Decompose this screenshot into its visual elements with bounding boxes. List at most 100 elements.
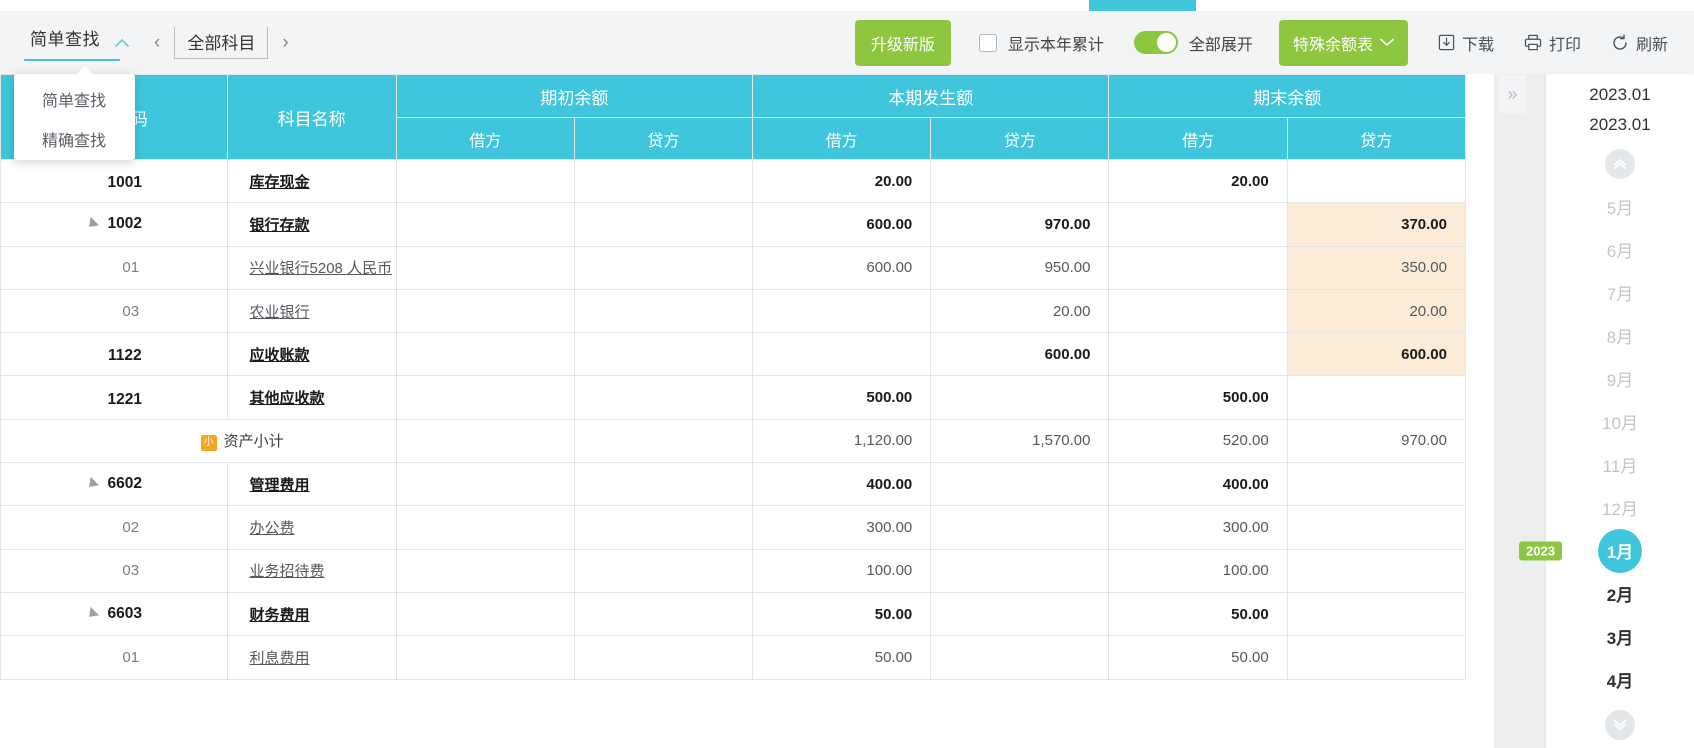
cell-current-debit: 100.00	[752, 548, 932, 593]
th-closing-credit: 贷方	[1286, 117, 1466, 160]
toolbar: 简单查找 ‹ 全部科目 › 升级新版 显示本年累计 全部展开	[0, 11, 1694, 74]
cell-closing-debit: 20.00	[1108, 158, 1288, 204]
cell-current-credit: 970.00	[930, 202, 1110, 247]
month-item-1月[interactable]: 2023 1月	[1519, 528, 1694, 573]
show-ytd-checkbox[interactable]	[978, 33, 997, 52]
cell-account-name: 利息费用	[226, 635, 397, 680]
download-icon	[1438, 34, 1455, 51]
cell-opening-credit	[573, 462, 754, 507]
dropdown-item-simple[interactable]: 简单查找	[42, 93, 107, 110]
cell-opening-credit	[573, 591, 754, 637]
find-mode-label: 简单查找	[30, 29, 100, 49]
month-item-3月[interactable]: 3月	[1606, 629, 1634, 648]
month-item-2月[interactable]: 2月	[1606, 586, 1634, 605]
expand-all-toggle[interactable]	[1133, 31, 1178, 54]
refresh-icon	[1611, 34, 1629, 52]
account-name-link[interactable]: 银行存款	[249, 216, 310, 234]
month-item-8月[interactable]: 8月	[1606, 328, 1634, 347]
download-button[interactable]: 下载	[1438, 31, 1494, 55]
th-closing-debit: 借方	[1108, 117, 1288, 160]
period-rail-panel: 2023.01 2023.01 5月 6月 7月 8月 9月 10月 11月 12月 2023 1月 2…	[1519, 74, 1694, 748]
chevron-left-icon[interactable]: ‹	[154, 31, 161, 53]
account-name-link[interactable]: 库存现金	[249, 173, 310, 191]
table-row: 1122 应收账款 600.00 600.00	[0, 332, 1466, 377]
subtotal-label: 资产小计	[223, 433, 284, 451]
account-code-text: 03	[122, 302, 140, 320]
month-item-7月[interactable]: 7月	[1606, 285, 1634, 304]
account-name-link[interactable]: 应收账款	[249, 346, 310, 364]
cell-account-code: 1002	[0, 202, 228, 247]
period-year-item-1[interactable]: 2023.01	[1589, 115, 1651, 134]
cell-current-credit	[930, 548, 1110, 593]
chevrons-up-icon[interactable]	[1605, 149, 1635, 179]
account-code-text: 01	[122, 648, 140, 666]
account-name-link[interactable]: 农业银行	[249, 303, 310, 321]
cell-current-credit: 1,570.00	[930, 418, 1110, 464]
subtotal-label-cell: 小资产小计	[0, 418, 397, 464]
table-row: 1221 其他应收款 500.00 500.00	[0, 375, 1466, 420]
cell-account-name: 库存现金	[226, 158, 397, 204]
expand-all-toggle-group[interactable]: 全部展开	[1133, 31, 1253, 55]
month-item-5月[interactable]: 5月	[1606, 199, 1634, 218]
code-wrapper: 1002	[84, 215, 142, 233]
cell-current-debit: 50.00	[752, 635, 932, 680]
chevron-right-icon[interactable]: ›	[282, 31, 289, 53]
cell-opening-debit	[395, 202, 575, 247]
subject-nav: ‹ 全部科目 ›	[150, 26, 293, 59]
chevrons-down-icon[interactable]	[1605, 710, 1635, 740]
account-name-link[interactable]: 其他应收款	[249, 390, 325, 408]
collapse-triangle-icon[interactable]	[84, 217, 99, 232]
account-name-link[interactable]: 兴业银行5208 人民币	[249, 260, 393, 278]
cell-closing-debit: 520.00	[1108, 418, 1288, 464]
upgrade-button[interactable]: 升级新版	[854, 19, 951, 66]
account-code-text: 1221	[107, 390, 142, 408]
account-code-text: 01	[122, 259, 140, 277]
cell-closing-credit	[1286, 462, 1466, 507]
account-name-link[interactable]: 管理费用	[249, 476, 310, 494]
month-item-12月[interactable]: 12月	[1602, 500, 1638, 519]
month-label: 1月	[1606, 543, 1634, 562]
table-head-row-2: 借方 贷方 借方 贷方 借方 贷方	[1, 117, 1466, 160]
month-active-circle	[1598, 528, 1642, 573]
cell-opening-credit	[573, 375, 754, 420]
month-item-10月[interactable]: 10月	[1602, 414, 1638, 433]
month-item-4月[interactable]: 4月	[1606, 672, 1634, 691]
month-item-6月[interactable]: 6月	[1606, 242, 1634, 261]
cell-opening-debit	[395, 635, 575, 680]
print-button[interactable]: 打印	[1524, 31, 1581, 55]
show-ytd-checkbox-group[interactable]: 显示本年累计	[978, 31, 1104, 55]
cell-account-name: 银行存款	[226, 202, 397, 247]
chevron-double-right-icon[interactable]: »	[1499, 75, 1526, 113]
cell-current-credit	[930, 462, 1110, 507]
cell-closing-debit	[1108, 288, 1288, 334]
account-code-text: 1001	[107, 174, 142, 192]
month-item-11月[interactable]: 11月	[1602, 457, 1638, 476]
table-row: 02 办公费 300.00 300.00	[0, 505, 1466, 550]
toolbar-left-group: 简单查找 ‹ 全部科目 ›	[0, 25, 293, 61]
account-name-link[interactable]: 财务费用	[249, 606, 310, 624]
month-item-9月[interactable]: 9月	[1606, 371, 1634, 390]
dropdown-item-exact[interactable]: 精确查找	[42, 133, 107, 150]
account-name-link[interactable]: 业务招待费	[249, 563, 325, 581]
cell-current-credit	[930, 505, 1110, 550]
cell-account-code: 01	[0, 635, 228, 680]
collapse-triangle-icon[interactable]	[84, 607, 99, 622]
cell-closing-credit: 20.00	[1286, 288, 1466, 334]
subject-selector[interactable]: 全部科目	[174, 26, 269, 59]
th-opening-balance: 期初余额	[395, 74, 754, 118]
cell-account-code: 03	[0, 548, 228, 593]
cell-closing-debit: 500.00	[1108, 375, 1288, 420]
cell-closing-credit	[1286, 158, 1466, 204]
cell-closing-debit: 300.00	[1108, 505, 1288, 550]
cell-current-debit	[752, 332, 932, 377]
account-name-link[interactable]: 办公费	[249, 520, 295, 538]
refresh-button[interactable]: 刷新	[1611, 31, 1668, 55]
account-name-link[interactable]: 利息费用	[249, 649, 310, 667]
cell-account-name: 其他应收款	[226, 375, 397, 420]
period-year-item-0[interactable]: 2023.01	[1589, 85, 1651, 104]
table-row: 03 业务招待费 100.00 100.00	[0, 548, 1466, 593]
find-mode-tab[interactable]: 简单查找	[24, 25, 129, 61]
cell-current-credit: 600.00	[930, 332, 1110, 377]
collapse-triangle-icon[interactable]	[84, 477, 99, 492]
special-balance-dropdown-button[interactable]: 特殊余额表	[1278, 19, 1408, 66]
